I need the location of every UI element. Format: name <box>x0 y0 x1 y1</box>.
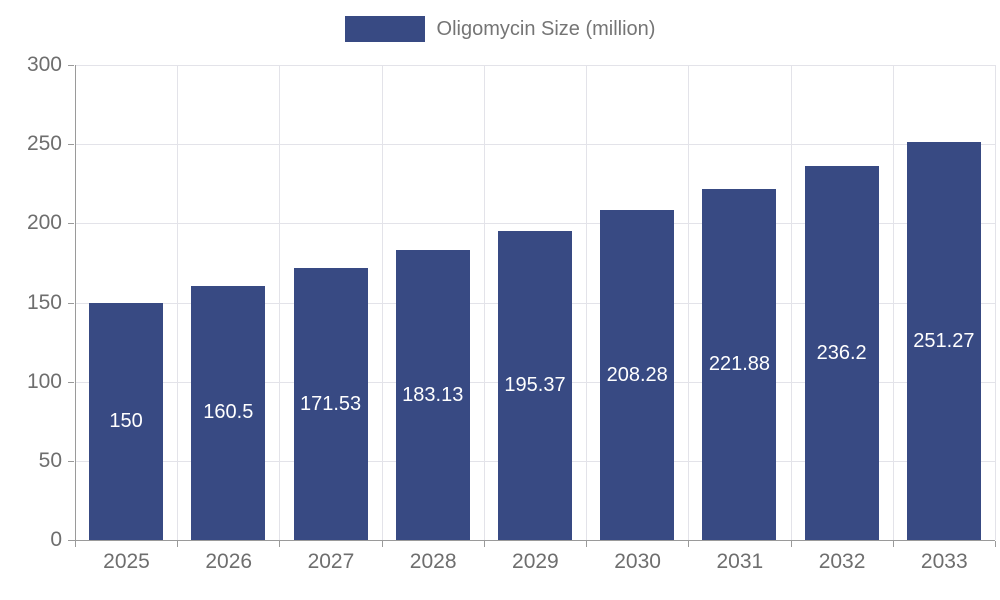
y-tick-label: 50 <box>38 448 62 472</box>
gridline <box>586 65 588 540</box>
x-axis-line <box>74 540 995 541</box>
y-tick-label: 200 <box>26 211 62 235</box>
x-tick-label: 2026 <box>205 550 253 573</box>
bar-2025[interactable]: 150 <box>89 302 164 540</box>
bar-value-label: 236.2 <box>816 341 867 364</box>
y-tick-label: 0 <box>50 528 62 551</box>
gridline <box>995 65 996 540</box>
y-tick-label: 100 <box>26 369 62 393</box>
gridline <box>75 65 995 66</box>
plot-area: 150 160.5 171.53 183.13 195.37 208.28 221.88 23… <box>68 65 996 547</box>
x-tick <box>995 541 996 547</box>
y-tick <box>68 381 74 383</box>
gridline <box>790 65 792 540</box>
y-tick <box>68 144 74 146</box>
gridline <box>892 65 894 540</box>
y-tick <box>68 65 74 66</box>
gridline <box>75 223 995 225</box>
legend-swatch-icon <box>344 16 425 42</box>
x-tick-label: 2025 <box>103 550 150 573</box>
x-tick-label: 2033 <box>920 550 968 573</box>
gridline <box>177 65 179 540</box>
legend[interactable]: Oligomycin Size (million) <box>0 16 1000 42</box>
gridline <box>279 65 281 540</box>
bar-value-label: 251.27 <box>913 329 975 352</box>
gridline <box>688 65 690 540</box>
x-tick <box>790 541 792 547</box>
x-tick <box>892 541 894 547</box>
x-tick <box>381 541 383 547</box>
bar-2033[interactable]: 251.27 <box>906 142 981 540</box>
x-tick-label: 2030 <box>614 550 661 573</box>
legend-label: Oligomycin Size (million) <box>436 17 656 40</box>
x-tick <box>75 541 76 547</box>
gridline <box>381 65 383 540</box>
x-tick <box>279 541 281 547</box>
bar-value-label: 221.88 <box>708 352 771 375</box>
bar-value-label: 208.28 <box>606 363 668 386</box>
bar-value-label: 150 <box>109 409 143 432</box>
bar-value-label: 195.37 <box>504 373 566 396</box>
bar-value-label: 183.13 <box>402 383 464 406</box>
bar-2027[interactable]: 171.53 <box>293 268 368 540</box>
y-tick-label: 250 <box>26 132 62 156</box>
bar-2031[interactable]: 221.88 <box>702 188 777 540</box>
x-tick-label: 2031 <box>716 550 764 573</box>
y-tick-label: 150 <box>26 290 62 314</box>
y-tick <box>68 223 74 225</box>
x-tick <box>586 541 588 547</box>
y-axis-line <box>75 65 76 540</box>
x-tick <box>177 541 179 547</box>
x-tick <box>483 541 485 547</box>
x-tick-label: 2032 <box>818 550 866 573</box>
bar-value-label: 160.5 <box>203 401 254 424</box>
gridline <box>75 144 995 146</box>
y-tick <box>68 460 74 462</box>
x-tick-label: 2027 <box>307 550 355 573</box>
y-tick <box>68 540 74 541</box>
bar-2030[interactable]: 208.28 <box>600 210 675 540</box>
bar-2026[interactable]: 160.5 <box>191 285 266 540</box>
bar-2032[interactable]: 236.2 <box>804 166 879 540</box>
x-tick-label: 2028 <box>409 550 457 573</box>
bar-2028[interactable]: 183.13 <box>395 250 470 540</box>
x-tick-label: 2029 <box>512 550 559 573</box>
bar-2029[interactable]: 195.37 <box>498 230 572 540</box>
y-tick-label: 300 <box>26 53 62 76</box>
bar-value-label: 171.53 <box>299 392 362 415</box>
y-tick <box>68 302 74 304</box>
gridline <box>483 65 485 540</box>
x-tick <box>688 541 690 547</box>
